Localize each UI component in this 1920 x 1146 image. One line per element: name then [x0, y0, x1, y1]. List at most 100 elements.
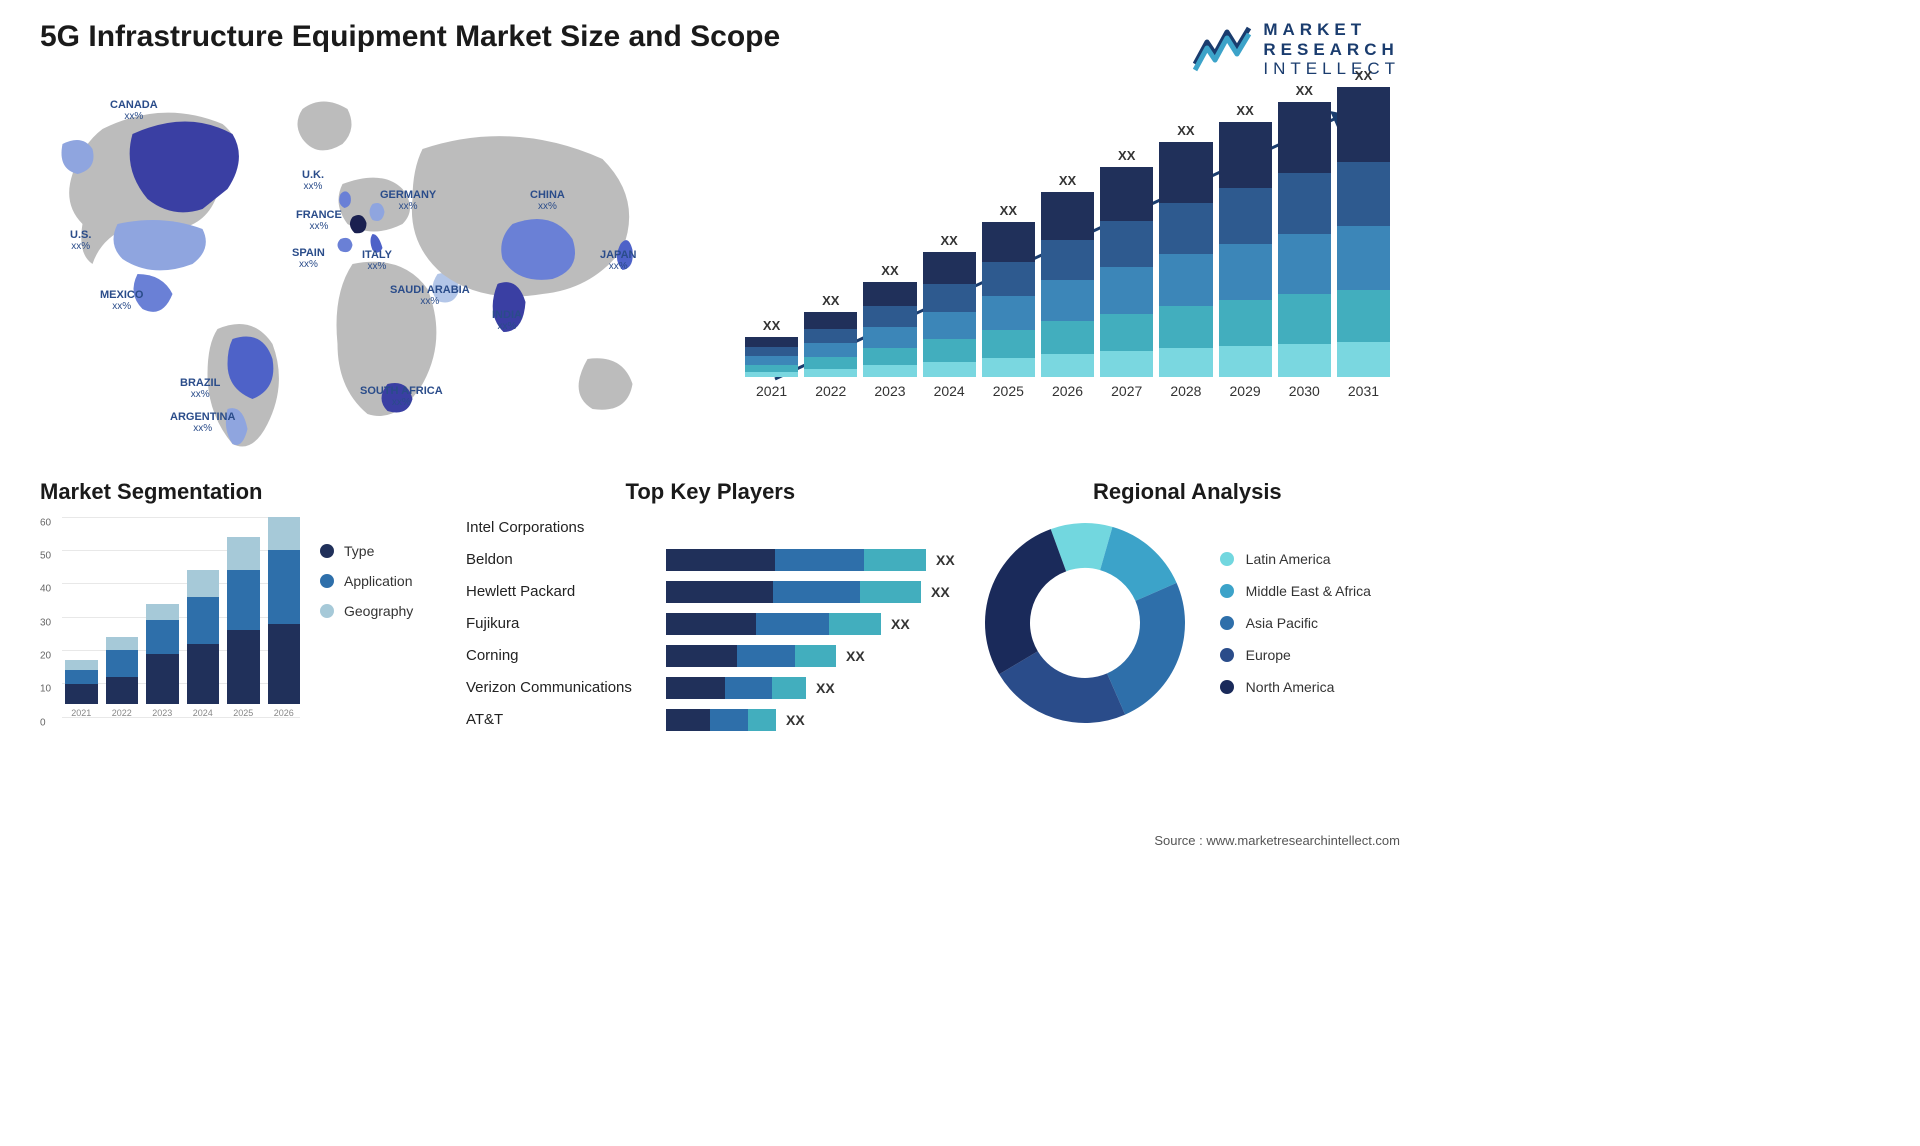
- players-panel: Top Key Players Intel CorporationsBeldon…: [466, 479, 955, 769]
- player-name: AT&T: [466, 711, 666, 728]
- player-value: XX: [846, 648, 865, 664]
- forecast-year: 2022: [815, 383, 846, 399]
- player-name: Corning: [466, 647, 666, 664]
- forecast-year: 2028: [1170, 383, 1201, 399]
- player-bar: [666, 613, 881, 635]
- player-bar: [666, 677, 806, 699]
- forecast-year: 2026: [1052, 383, 1083, 399]
- donut-slice: [985, 529, 1066, 674]
- forecast-value-label: XX: [1296, 83, 1313, 98]
- forecast-year: 2025: [993, 383, 1024, 399]
- logo-icon: [1193, 24, 1253, 74]
- source-text: Source : www.marketresearchintellect.com: [1154, 833, 1400, 848]
- player-row: AT&T XX: [466, 705, 955, 735]
- player-row: BeldonXX: [466, 545, 955, 575]
- map-label: BRAZILxx%: [180, 377, 220, 400]
- segmentation-bar: 2025: [227, 537, 260, 718]
- page-title: 5G Infrastructure Equipment Market Size …: [40, 20, 780, 54]
- regional-legend-item: North America: [1220, 679, 1371, 695]
- forecast-value-label: XX: [763, 318, 780, 333]
- regional-title: Regional Analysis: [975, 479, 1400, 505]
- world-map-panel: CANADAxx%U.S.xx%MEXICOxx%BRAZILxx%ARGENT…: [40, 89, 705, 469]
- player-name: Beldon: [466, 551, 666, 568]
- player-row: Intel Corporations: [466, 513, 955, 543]
- forecast-bar: XX2023: [863, 263, 916, 399]
- forecast-value-label: XX: [1118, 148, 1135, 163]
- forecast-bar: XX 2021: [745, 318, 798, 399]
- segmentation-legend-item: Type: [320, 543, 413, 559]
- forecast-bar: XX 2031: [1337, 68, 1390, 399]
- player-row: Hewlett Packard XX: [466, 577, 955, 607]
- segmentation-legend: Type Application Geography: [320, 513, 413, 743]
- player-bar: [666, 709, 776, 731]
- map-label: SAUDI ARABIAxx%: [390, 284, 470, 307]
- map-label: ARGENTINAxx%: [170, 411, 235, 434]
- regional-legend-item: Europe: [1220, 647, 1371, 663]
- forecast-bar: XX 2028: [1159, 123, 1212, 399]
- player-bar: [666, 549, 926, 571]
- forecast-year: 2029: [1230, 383, 1261, 399]
- player-bar: [666, 581, 921, 603]
- forecast-panel: XX2021XX2022XX2023XX2024XX2025XX2026XX20…: [735, 89, 1400, 469]
- forecast-bar: XX 2026: [1041, 173, 1094, 399]
- forecast-chart: XX2021XX2022XX2023XX2024XX2025XX2026XX20…: [735, 89, 1400, 429]
- player-bar: [666, 645, 836, 667]
- regional-legend-item: Latin America: [1220, 551, 1371, 567]
- regional-legend-item: Asia Pacific: [1220, 615, 1371, 631]
- segmentation-panel: Market Segmentation 01020304050602021202…: [40, 479, 446, 769]
- map-label: U.S.xx%: [70, 229, 91, 252]
- segmentation-year: 2024: [193, 708, 213, 718]
- forecast-bar: XX2024: [923, 233, 976, 399]
- forecast-bar: XX 2022: [804, 293, 857, 399]
- forecast-year: 2021: [756, 383, 787, 399]
- forecast-year: 2031: [1348, 383, 1379, 399]
- forecast-value-label: XX: [1000, 203, 1017, 218]
- forecast-bar: XX 2030: [1278, 83, 1331, 399]
- forecast-year: 2030: [1289, 383, 1320, 399]
- map-label: U.K.xx%: [302, 169, 324, 192]
- player-value: XX: [816, 680, 835, 696]
- forecast-bar: XX 2025: [982, 203, 1035, 399]
- map-label: ITALYxx%: [362, 249, 392, 272]
- regional-panel: Regional Analysis Latin America Middle Ea…: [975, 479, 1400, 769]
- forecast-year: 2023: [874, 383, 905, 399]
- map-label: CHINAxx%: [530, 189, 565, 212]
- player-name: Verizon Communications: [466, 679, 666, 696]
- segmentation-year: 2022: [112, 708, 132, 718]
- segmentation-bar: 2023: [146, 604, 179, 718]
- players-title: Top Key Players: [466, 479, 955, 505]
- regional-donut: [975, 513, 1195, 733]
- player-name: Hewlett Packard: [466, 583, 666, 600]
- map-label: SPAINxx%: [292, 247, 325, 270]
- forecast-value-label: XX: [1059, 173, 1076, 188]
- segmentation-bar: 2024: [187, 570, 220, 717]
- regional-legend-item: Middle East & Africa: [1220, 583, 1371, 599]
- map-label: SOUTH AFRICAxx%: [360, 385, 443, 408]
- segmentation-year: 2026: [274, 708, 294, 718]
- forecast-value-label: XX: [1236, 103, 1253, 118]
- player-row: FujikuraXX: [466, 609, 955, 639]
- map-label: JAPANxx%: [600, 249, 636, 272]
- forecast-value-label: XX: [1177, 123, 1194, 138]
- donut-slice: [1107, 583, 1185, 715]
- forecast-bar: XX 2027: [1100, 148, 1153, 399]
- player-value: XX: [786, 712, 805, 728]
- forecast-value-label: XX: [1355, 68, 1372, 83]
- segmentation-year: 2023: [152, 708, 172, 718]
- segmentation-legend-item: Geography: [320, 603, 413, 619]
- segmentation-legend-item: Application: [320, 573, 413, 589]
- segmentation-bar: 2026: [268, 517, 301, 718]
- segmentation-bar: 2022: [106, 637, 139, 718]
- player-value: XX: [891, 616, 910, 632]
- players-list: Intel CorporationsBeldonXXHewlett Packar…: [466, 513, 955, 735]
- forecast-year: 2027: [1111, 383, 1142, 399]
- brand-line2: RESEARCH: [1263, 40, 1400, 60]
- map-label: GERMANYxx%: [380, 189, 436, 212]
- forecast-value-label: XX: [822, 293, 839, 308]
- forecast-bar: XX 2029: [1219, 103, 1272, 399]
- segmentation-year: 2025: [233, 708, 253, 718]
- player-value: XX: [931, 584, 950, 600]
- map-label: CANADAxx%: [110, 99, 158, 122]
- map-label: FRANCExx%: [296, 209, 342, 232]
- segmentation-chart: 0102030405060202120222023202420252026: [40, 513, 300, 743]
